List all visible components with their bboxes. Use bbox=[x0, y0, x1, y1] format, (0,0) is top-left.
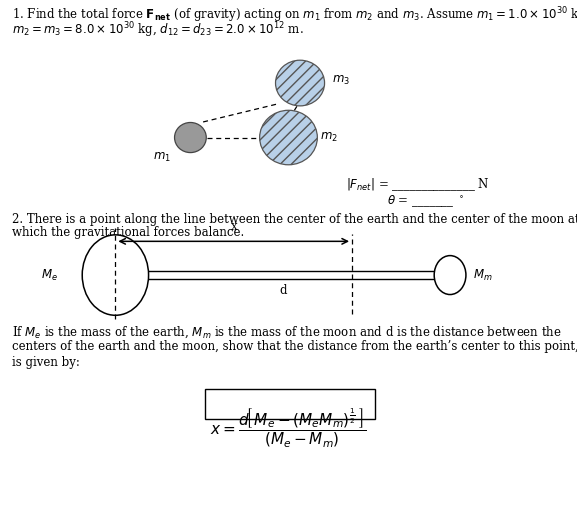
Text: 1. Find the total force $\mathbf{F}_{\mathbf{net}}$ (of gravity) acting on $m_1$: 1. Find the total force $\mathbf{F}_{\ma… bbox=[12, 5, 577, 25]
Text: which the gravitational forces balance.: which the gravitational forces balance. bbox=[12, 226, 244, 239]
Text: 2. There is a point along the line between the center of the earth and the cente: 2. There is a point along the line betwe… bbox=[12, 213, 577, 226]
Ellipse shape bbox=[174, 122, 207, 153]
Text: is given by:: is given by: bbox=[12, 356, 80, 368]
Text: $m_3$: $m_3$ bbox=[332, 74, 350, 87]
Text: $M_m$: $M_m$ bbox=[473, 267, 493, 283]
Text: If $M_e$ is the mass of the earth, $M_m$ is the mass of the moon and d is the di: If $M_e$ is the mass of the earth, $M_m$… bbox=[12, 324, 561, 340]
Bar bbox=[205, 389, 375, 419]
Ellipse shape bbox=[434, 256, 466, 295]
Text: $\theta$ = _______ $^\circ$: $\theta$ = _______ $^\circ$ bbox=[387, 193, 463, 209]
Ellipse shape bbox=[82, 235, 149, 316]
Text: d: d bbox=[279, 284, 286, 297]
Text: $x = \dfrac{d\!\left[\,M_e - (M_e M_m)^{\frac{1}{2}}\,\right]}{(M_e - M_m)}$: $x = \dfrac{d\!\left[\,M_e - (M_e M_m)^{… bbox=[211, 406, 366, 450]
Ellipse shape bbox=[276, 60, 324, 106]
Text: $m_1$: $m_1$ bbox=[152, 151, 171, 163]
Text: $m_2$: $m_2$ bbox=[320, 131, 338, 144]
Text: $|F_{net}|$ = ______________ N: $|F_{net}|$ = ______________ N bbox=[346, 176, 490, 193]
Ellipse shape bbox=[260, 110, 317, 165]
Text: $M_e$: $M_e$ bbox=[40, 267, 58, 283]
Text: x: x bbox=[230, 220, 237, 233]
Text: $m_2 = m_3 = 8.0 \times 10^{30}$ kg, $d_{12} = d_{23} = 2.0 \times 10^{12}$ m.: $m_2 = m_3 = 8.0 \times 10^{30}$ kg, $d_… bbox=[12, 21, 303, 40]
Text: centers of the earth and the moon, show that the distance from the earth’s cente: centers of the earth and the moon, show … bbox=[12, 340, 577, 353]
